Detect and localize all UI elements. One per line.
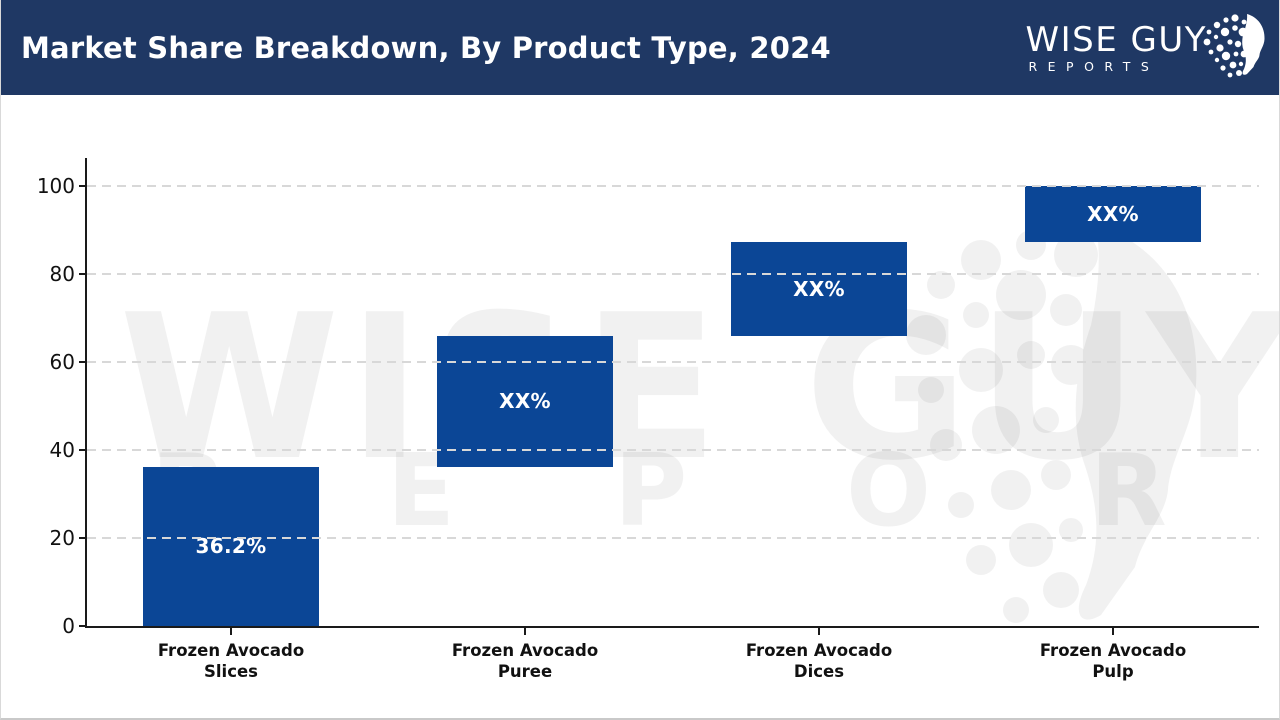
- x-axis-line: [85, 626, 1259, 628]
- bar-value-label: XX%: [793, 276, 845, 301]
- y-tick-100: [79, 185, 86, 187]
- x-tick-frozen-avocado-puree: [524, 628, 526, 635]
- x-tick-label-frozen-avocado-pulp: Frozen Avocado Pulp: [993, 640, 1233, 682]
- y-tick-label-100: 100: [36, 174, 75, 198]
- x-tick-label-frozen-avocado-dices: Frozen Avocado Dices: [699, 640, 939, 682]
- bar-value-label: XX%: [1087, 201, 1139, 226]
- y-tick-0: [79, 625, 86, 627]
- x-tick-frozen-avocado-pulp: [1112, 628, 1114, 635]
- bar-frozen-avocado-slices: 36.2%: [143, 466, 319, 626]
- y-tick-80: [79, 273, 86, 275]
- category-label-line1: Frozen Avocado: [157, 641, 305, 660]
- gridline-20: [87, 537, 1259, 539]
- y-axis-line: [85, 158, 87, 628]
- x-tick-frozen-avocado-slices: [230, 628, 232, 635]
- category-label-line1: Frozen Avocado: [1039, 641, 1187, 660]
- category-label-line1: Frozen Avocado: [451, 641, 599, 660]
- y-tick-label-80: 80: [49, 262, 75, 286]
- category-label-line2: Dices: [793, 662, 845, 681]
- wiseguy-logo-subtitle: REPORTS: [1028, 59, 1160, 74]
- y-tick-60: [79, 361, 86, 363]
- bar-frozen-avocado-pulp: XX%: [1025, 186, 1201, 242]
- category-label-line2: Slices: [204, 662, 258, 681]
- y-tick-20: [79, 537, 86, 539]
- x-tick-label-frozen-avocado-slices: Frozen Avocado Slices: [111, 640, 351, 682]
- x-tick-label-frozen-avocado-puree: Frozen Avocado Puree: [405, 640, 645, 682]
- category-label-line1: Frozen Avocado: [745, 641, 893, 660]
- bar-value-label: XX%: [499, 389, 551, 414]
- page-title: Market Share Breakdown, By Product Type,…: [21, 30, 831, 65]
- wiseguy-logo: WISE GUY REPORTS: [1025, 8, 1267, 88]
- gridline-40: [87, 449, 1259, 451]
- bar-frozen-avocado-puree: XX%: [437, 335, 613, 467]
- y-tick-label-40: 40: [49, 438, 75, 462]
- header-banner: Market Share Breakdown, By Product Type,…: [1, 0, 1279, 95]
- bar-frozen-avocado-dices: XX%: [731, 241, 907, 336]
- y-tick-label-0: 0: [62, 614, 75, 638]
- wiseguy-logo-text: WISE GUY REPORTS: [1025, 21, 1207, 75]
- y-tick-label-60: 60: [49, 350, 75, 374]
- category-label-line2: Puree: [497, 662, 553, 681]
- x-tick-frozen-avocado-dices: [818, 628, 820, 635]
- gridline-80: [87, 273, 1259, 275]
- y-tick-label-20: 20: [49, 526, 75, 550]
- gridline-60: [87, 361, 1259, 363]
- wiseguy-logo-face-icon: [1203, 14, 1265, 78]
- gridline-100: [87, 185, 1259, 187]
- wiseguy-logo-wordmark: WISE GUY: [1025, 20, 1207, 60]
- y-tick-40: [79, 449, 86, 451]
- category-label-line2: Pulp: [1092, 662, 1134, 681]
